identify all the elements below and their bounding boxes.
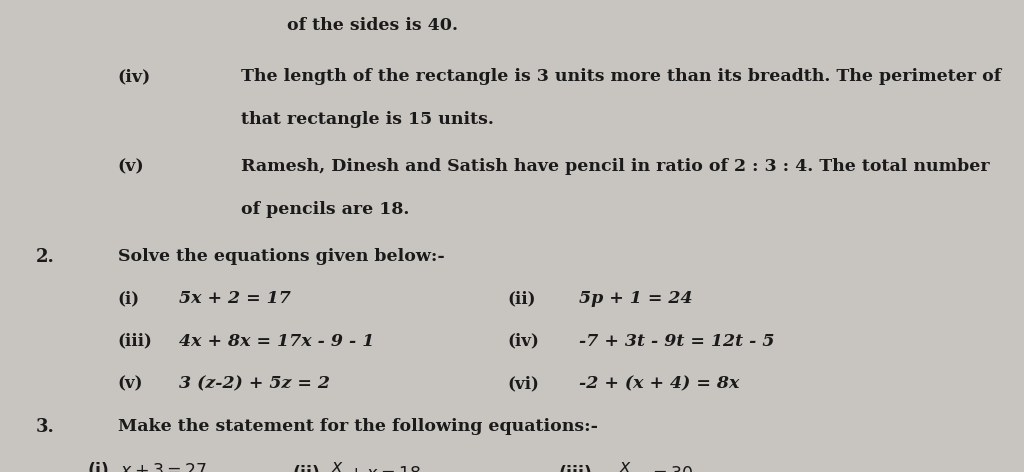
Text: (v): (v) [118, 158, 144, 175]
Text: -2 + (x + 4) = 8x: -2 + (x + 4) = 8x [579, 375, 739, 392]
Text: (iv): (iv) [507, 333, 539, 350]
Text: of the sides is 40.: of the sides is 40. [287, 17, 458, 34]
Text: (iii)  $\dfrac{x}{x+2}=30$: (iii) $\dfrac{x}{x+2}=30$ [558, 460, 693, 472]
Text: (iii): (iii) [118, 333, 153, 350]
Text: 4x + 8x = 17x - 9 - 1: 4x + 8x = 17x - 9 - 1 [179, 333, 375, 350]
Text: Make the statement for the following equations:-: Make the statement for the following equ… [118, 418, 598, 435]
Text: (ii)  $\dfrac{x}{2}+x=18$: (ii) $\dfrac{x}{2}+x=18$ [292, 460, 421, 472]
Text: of pencils are 18.: of pencils are 18. [241, 201, 409, 218]
Text: -7 + 3t - 9t = 12t - 5: -7 + 3t - 9t = 12t - 5 [579, 333, 774, 350]
Text: that rectangle is 15 units.: that rectangle is 15 units. [241, 111, 494, 128]
Text: (ii): (ii) [507, 290, 536, 307]
Text: 2.: 2. [36, 248, 54, 266]
Text: 5p + 1 = 24: 5p + 1 = 24 [579, 290, 692, 307]
Text: 3 (z-2) + 5z = 2: 3 (z-2) + 5z = 2 [179, 375, 330, 392]
Text: (i)  $x+3=27$: (i) $x+3=27$ [87, 460, 208, 472]
Text: (v): (v) [118, 375, 143, 392]
Text: Solve the equations given below:-: Solve the equations given below:- [118, 248, 444, 265]
Text: The length of the rectangle is 3 units more than its breadth. The perimeter of: The length of the rectangle is 3 units m… [241, 68, 1000, 85]
Text: (i): (i) [118, 290, 140, 307]
Text: 5x + 2 = 17: 5x + 2 = 17 [179, 290, 291, 307]
Text: (iv): (iv) [118, 68, 151, 85]
Text: Ramesh, Dinesh and Satish have pencil in ratio of 2 : 3 : 4. The total number: Ramesh, Dinesh and Satish have pencil in… [241, 158, 989, 175]
Text: 3.: 3. [36, 418, 54, 436]
Text: (vi): (vi) [507, 375, 539, 392]
